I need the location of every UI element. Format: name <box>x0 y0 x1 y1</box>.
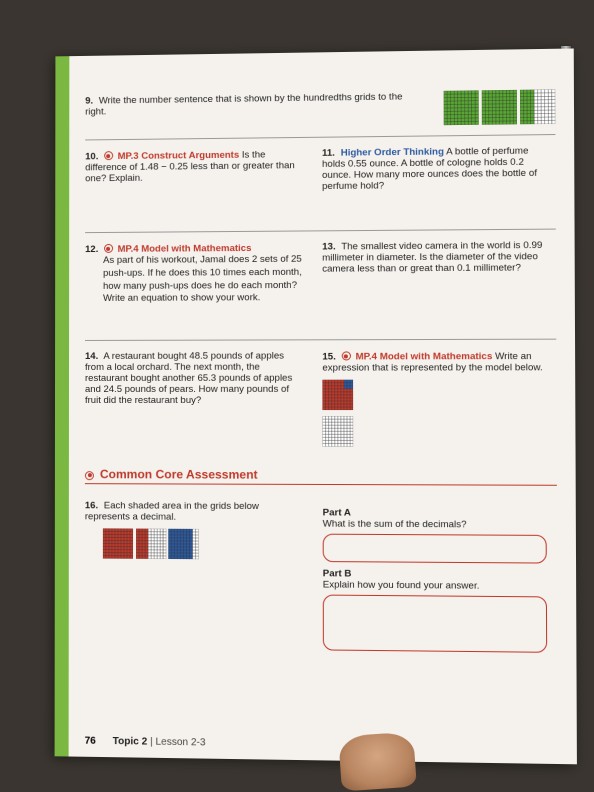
question-14: 14. A restaurant bought 48.5 pounds of a… <box>85 351 314 450</box>
part-a-answer-box[interactable] <box>323 534 547 564</box>
page-edge-green <box>55 56 70 756</box>
q9-number: 9. <box>85 96 93 107</box>
question-13: 13. The smallest video camera in the wor… <box>314 240 556 305</box>
mp-bullet-icon <box>104 244 113 253</box>
hundredths-grid <box>136 529 166 559</box>
q11-number: 11. <box>322 148 335 159</box>
question-14-15-row: 14. A restaurant bought 48.5 pounds of a… <box>85 339 557 461</box>
page-content: 9. Write the number sentence that is sho… <box>55 48 577 673</box>
hundredths-grid <box>103 529 133 559</box>
page-footer: 76 Topic 2 | Lesson 2-3 <box>85 736 206 749</box>
cc-bullet-icon <box>85 471 94 480</box>
question-12-13-row: 12. MP.4 Model with Mathematics As part … <box>85 229 556 317</box>
mp-bullet-icon <box>342 352 351 361</box>
footer-topic: Topic 2 | Lesson 2-3 <box>113 736 206 748</box>
cc-title: Common Core Assessment <box>100 467 258 482</box>
q16-number: 16. <box>85 500 98 511</box>
q16-text: Each shaded area in the grids below repr… <box>85 501 259 523</box>
q9-grids <box>444 89 556 125</box>
footer-lesson: Lesson 2-3 <box>155 737 205 749</box>
q14-text: A restaurant bought 48.5 pounds of apple… <box>85 351 292 407</box>
question-15: 15. MP.4 Model with Mathematics Write an… <box>314 350 557 450</box>
question-11: 11. Higher Order Thinking A bottle of pe… <box>314 145 556 192</box>
question-16-right: Part A What is the sum of the decimals? … <box>314 501 557 653</box>
question-16-row: 16. Each shaded area in the grids below … <box>85 490 558 663</box>
q15-number: 15. <box>322 352 336 363</box>
textbook-page: 9. Write the number sentence that is sho… <box>55 48 577 764</box>
part-a-question: What is the sum of the decimals? <box>323 519 547 531</box>
question-10: 10. MP.3 Construct Arguments Is the diff… <box>85 148 314 194</box>
q12-text: As part of his workout, Jamal does 2 set… <box>103 254 304 307</box>
footer-topic-bold: Topic 2 <box>113 736 148 748</box>
q14-number: 14. <box>85 351 98 362</box>
page-number: 76 <box>85 736 96 747</box>
part-b-answer-box[interactable] <box>323 595 547 653</box>
hundredths-grid <box>169 529 199 559</box>
hundredths-grid <box>520 89 555 124</box>
question-9-row: 9. Write the number sentence that is sho… <box>85 79 555 139</box>
q12-number: 12. <box>85 244 98 255</box>
hundredths-grid <box>322 416 353 446</box>
hundredths-grid <box>322 380 353 410</box>
hundredths-grid <box>444 90 479 125</box>
question-12: 12. MP.4 Model with Mathematics As part … <box>85 241 314 306</box>
part-b-question: Explain how you found your answer. <box>323 580 547 593</box>
q9-text: Write the number sentence that is shown … <box>85 91 402 117</box>
mp-bullet-icon <box>104 151 113 160</box>
hundredths-grid <box>482 90 517 125</box>
q15-model-grids <box>322 380 546 450</box>
q16-grids <box>103 529 304 564</box>
q13-text: The smallest video camera in the world i… <box>322 240 542 275</box>
question-10-11-row: 10. MP.3 Construct Arguments Is the diff… <box>85 134 556 204</box>
thumb-photo-artifact <box>338 731 417 791</box>
q13-number: 13. <box>322 241 336 252</box>
q10-number: 10. <box>85 151 98 162</box>
common-core-header: Common Core Assessment <box>85 467 557 486</box>
question-16-left: 16. Each shaded area in the grids below … <box>85 500 315 650</box>
q15-mp-label: MP.4 Model with Mathematics <box>356 351 493 362</box>
q12-mp-label: MP.4 Model with Mathematics <box>118 243 252 255</box>
